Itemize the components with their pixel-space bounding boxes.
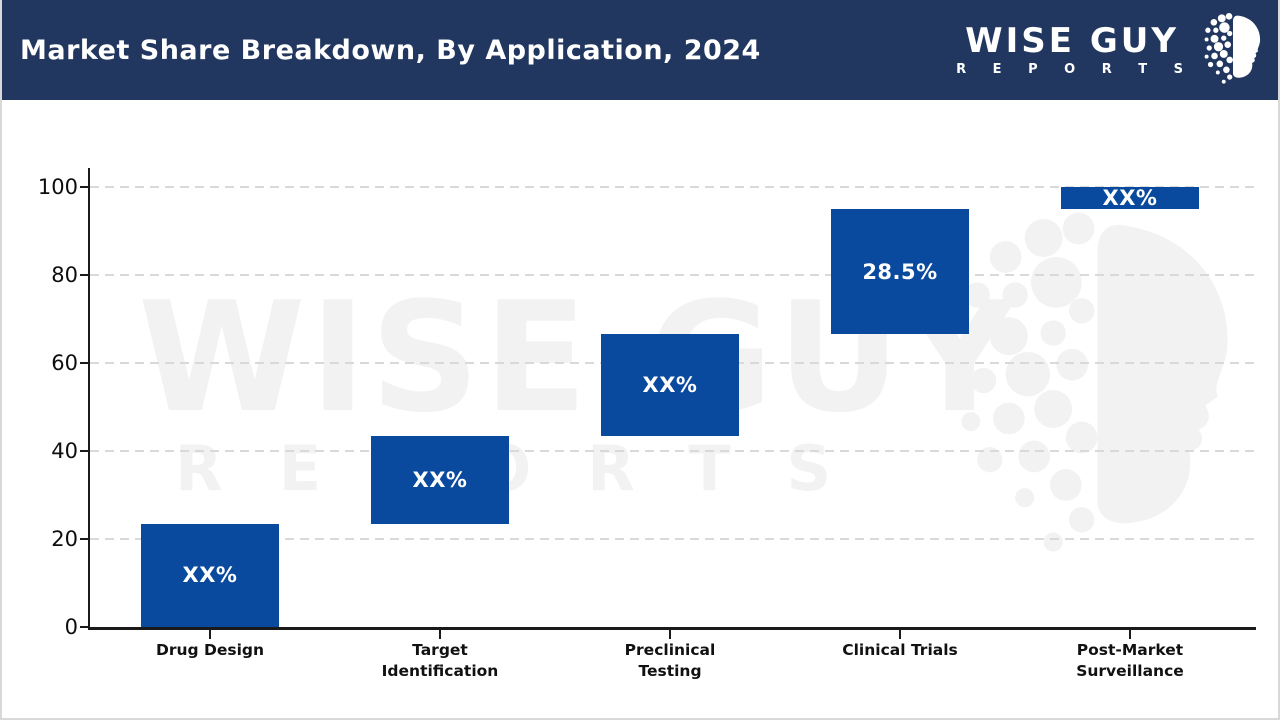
bar-value-label: XX%	[642, 372, 698, 397]
ytick-label-60: 60	[51, 351, 78, 375]
ytick-label-20: 20	[51, 527, 78, 551]
ytick-mark-40	[80, 450, 88, 452]
bar-drug-design: XX%	[141, 523, 279, 627]
category-label-3: Clinical Trials	[842, 641, 958, 659]
bar-value-label: XX%	[412, 467, 468, 492]
xtick-mark-3	[899, 630, 901, 639]
ytick-mark-20	[80, 538, 88, 540]
logo-subtitle: R E P O R T S	[956, 61, 1194, 77]
wiseguy-head-icon	[1204, 13, 1261, 84]
bar-value-label: XX%	[182, 563, 238, 588]
wiseguy-logo: WISE GUY R E P O R T S	[950, 10, 1266, 90]
chart-title: Market Share Breakdown, By Application, …	[20, 34, 761, 66]
ytick-mark-100	[80, 186, 88, 188]
logo-text: WISE GUY R E P O R T S	[950, 24, 1194, 77]
ytick-mark-0	[80, 626, 88, 628]
category-label-0: Drug Design	[155, 641, 265, 659]
y-axis	[88, 168, 90, 629]
xtick-mark-0	[209, 630, 211, 639]
bar-value-label: 28.5%	[862, 259, 938, 284]
gridline-y40	[90, 450, 1256, 452]
x-axis	[88, 627, 1256, 630]
logo-wordmark: WISE GUY	[965, 20, 1179, 61]
header-band: Market Share Breakdown, By Application, …	[0, 0, 1280, 100]
gridline-y20	[90, 538, 1256, 540]
ytick-label-80: 80	[51, 263, 78, 287]
bar-post-market-surveillance: XX%	[1061, 186, 1199, 210]
xtick-mark-2	[669, 630, 671, 639]
bar-preclinical-testing: XX%	[601, 334, 739, 436]
bar-target-identification: XX%	[371, 435, 509, 524]
ytick-mark-60	[80, 362, 88, 364]
gridline-y80	[90, 274, 1256, 276]
xtick-mark-4	[1129, 630, 1131, 639]
category-label-4: Post-Market Surveillance	[1076, 641, 1184, 680]
category-label-1: Target Identification	[381, 641, 499, 680]
bar-value-label: XX%	[1102, 186, 1158, 210]
gridline-y100	[90, 186, 1256, 188]
bar-clinical-trials: 28.5%	[831, 209, 969, 335]
category-label-2: Preclinical Testing	[624, 641, 716, 680]
xtick-mark-1	[439, 630, 441, 639]
ytick-label-40: 40	[51, 439, 78, 463]
ytick-label-100: 100	[37, 175, 78, 199]
ytick-mark-80	[80, 274, 88, 276]
ytick-label-0: 0	[64, 615, 78, 639]
